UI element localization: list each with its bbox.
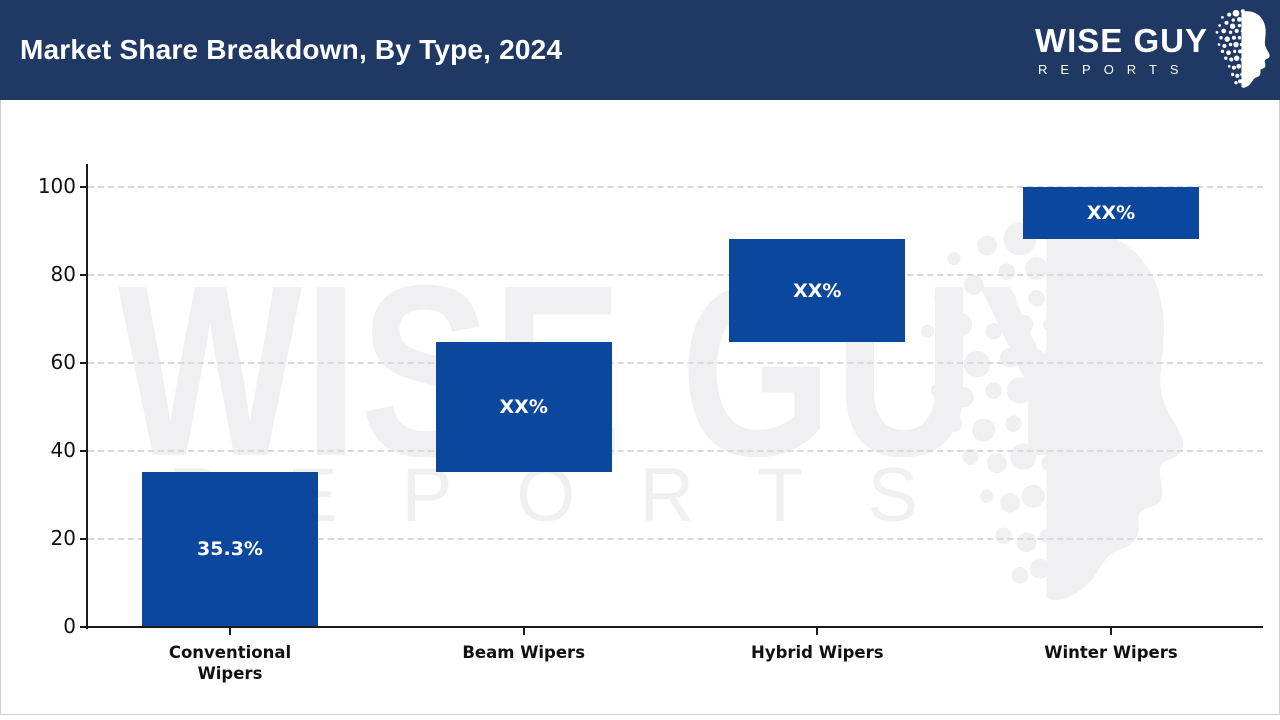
x-tickmark-2 bbox=[522, 628, 525, 635]
bar-segment-1: 35.3% bbox=[142, 471, 318, 627]
bar-value-label: XX% bbox=[1086, 201, 1136, 224]
logo-subtext: REPORTS bbox=[1037, 61, 1192, 77]
y-tick-label-20: 20 bbox=[50, 526, 76, 550]
y-tickmark-100 bbox=[80, 186, 88, 188]
y-tick-label-100: 100 bbox=[37, 174, 76, 198]
y-tick-label-0: 0 bbox=[63, 614, 76, 638]
gridline-60 bbox=[88, 362, 1263, 364]
y-tick-label-80: 80 bbox=[50, 262, 76, 286]
x-category-label-2: Beam Wipers bbox=[462, 643, 586, 662]
x-tickmark-1 bbox=[229, 628, 231, 635]
x-tickmark-3 bbox=[816, 628, 819, 635]
y-axis-line bbox=[86, 164, 88, 629]
y-tick-label-60: 60 bbox=[50, 350, 76, 374]
dotted-face-icon bbox=[1215, 9, 1270, 88]
x-category-label-3: Hybrid Wipers bbox=[751, 643, 884, 662]
y-tick-label-40: 40 bbox=[50, 438, 76, 462]
bar-value-label: 35.3% bbox=[197, 538, 263, 561]
bar-value-label: XX% bbox=[793, 279, 842, 302]
y-tickmark-20 bbox=[80, 538, 88, 540]
gridline-20 bbox=[88, 538, 1263, 540]
wise-guy-logo: WISE GUY REPORTS bbox=[1035, 6, 1270, 94]
bar-segment-2: XX% bbox=[435, 342, 612, 472]
y-tickmark-80 bbox=[80, 274, 88, 276]
watermark-wordmark: WISE GUY bbox=[118, 235, 1110, 508]
x-category-label-1: Conventional Wipers bbox=[168, 643, 292, 683]
x-axis-line bbox=[86, 626, 1263, 628]
y-tickmark-40 bbox=[80, 450, 88, 452]
bar-segment-4: XX% bbox=[1023, 187, 1199, 239]
gridline-80 bbox=[88, 274, 1263, 276]
logo-wordmark: WISE GUY bbox=[1034, 21, 1208, 59]
x-tickmark-4 bbox=[1110, 628, 1112, 635]
x-category-label-4: Winter Wipers bbox=[1044, 643, 1178, 662]
gridline-40 bbox=[88, 450, 1263, 452]
page-title: Market Share Breakdown, By Type, 2024 bbox=[20, 34, 563, 65]
logo-text: WISE GUY REPORTS bbox=[1034, 21, 1208, 77]
y-tickmark-60 bbox=[80, 362, 88, 364]
y-tickmark-0 bbox=[80, 626, 88, 628]
bar-segment-3: XX% bbox=[729, 238, 906, 343]
gridline-100 bbox=[88, 186, 1263, 188]
bar-value-label: XX% bbox=[499, 395, 548, 418]
header-bar: Market Share Breakdown, By Type, 2024 WI… bbox=[0, 0, 1280, 100]
chart-plot-area: WISE GUY REPORTS 0 20 40 60 80 100 35.3% XX% XX%… bbox=[0, 100, 1280, 714]
